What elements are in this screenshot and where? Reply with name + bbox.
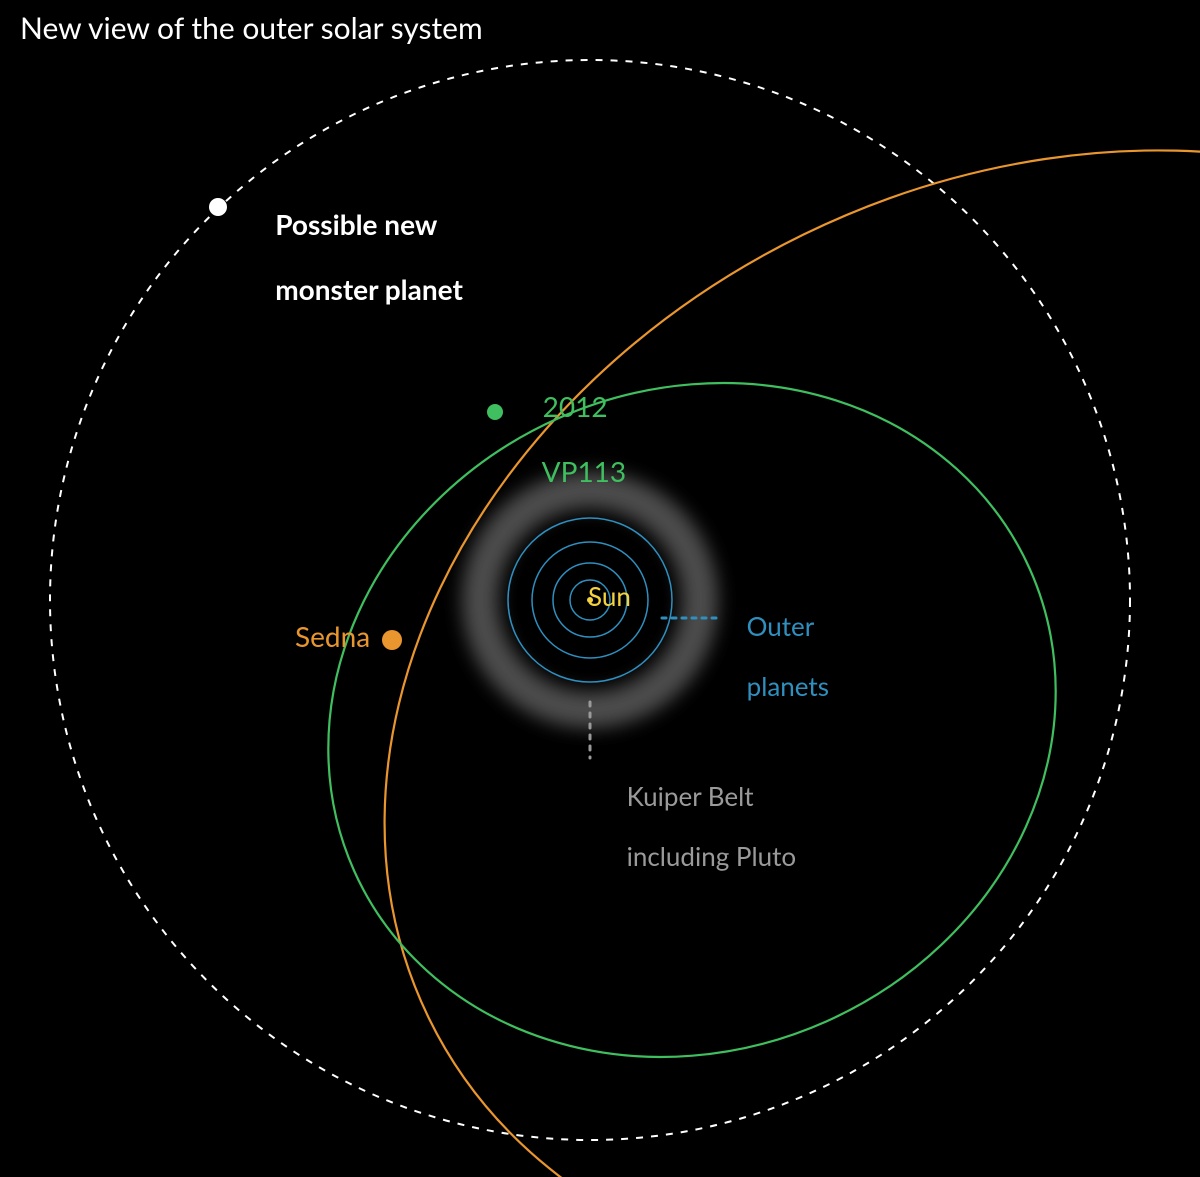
monster-planet-label: Possible new monster planet xyxy=(248,176,463,337)
outer-planets-label: Outer planets xyxy=(720,582,829,731)
sedna-label: Sedna xyxy=(295,620,370,652)
sedna-dot xyxy=(382,630,402,650)
solar-system-diagram: New view of the outer solar system Sun O… xyxy=(0,0,1200,1177)
diagram-title: New view of the outer solar system xyxy=(20,10,483,46)
kuiper-belt-label: Kuiper Belt including Pluto xyxy=(600,752,796,901)
sun-label: Sun xyxy=(588,582,631,612)
vp113-label: 2012 VP113 xyxy=(514,358,626,519)
vp113-dot xyxy=(487,404,503,420)
monster-planet-dot xyxy=(209,198,227,216)
